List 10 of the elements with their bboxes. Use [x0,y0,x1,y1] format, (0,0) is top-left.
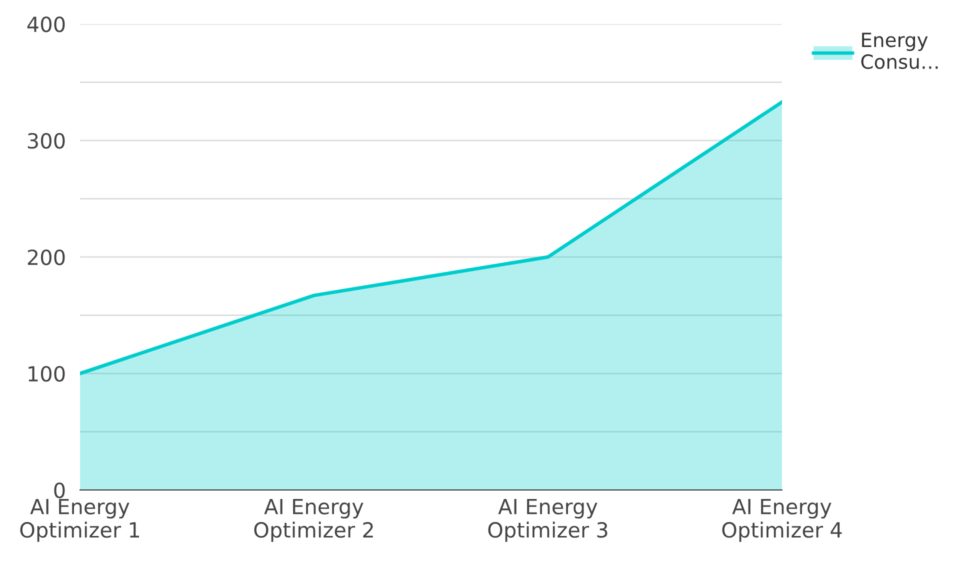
y-tick-label: 400 [27,16,65,32]
legend-label: Energy Consu… [861,32,938,70]
y-tick-label: 100 [28,366,65,382]
y-tick-label: 200 [28,249,65,266]
x-tick-label: AI Energy Optimizer 4 [722,498,842,542]
x-tick-label: AI Energy Optimizer 1 [20,498,140,542]
y-tick-label: 0 [54,482,65,498]
x-tick-label: AI Energy Optimizer 3 [488,498,608,542]
y-tick-label: 300 [28,132,65,149]
x-tick-label: AI Energy Optimizer 2 [254,498,373,542]
